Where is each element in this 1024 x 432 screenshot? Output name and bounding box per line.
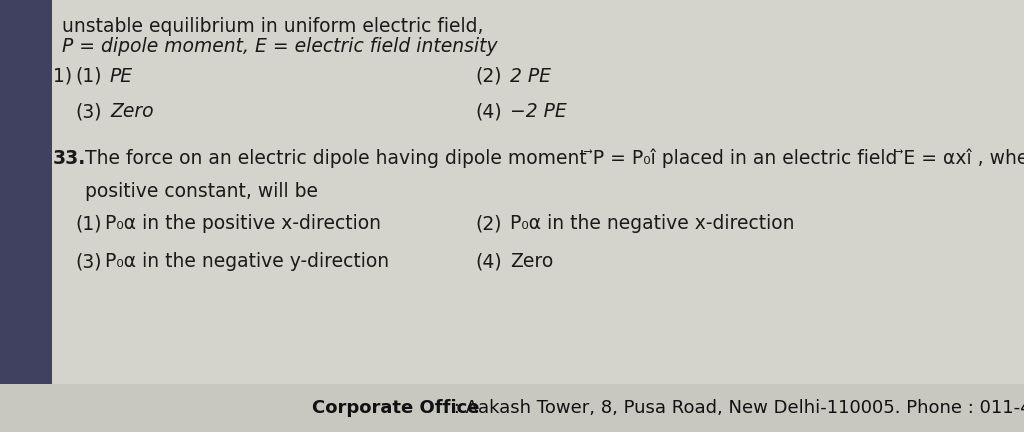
Text: −2 PE: −2 PE — [510, 102, 566, 121]
Text: (4): (4) — [475, 252, 502, 271]
Text: (1): (1) — [75, 67, 101, 86]
Text: 2 PE: 2 PE — [510, 67, 551, 86]
Text: (3): (3) — [75, 252, 101, 271]
Text: : Aakash Tower, 8, Pusa Road, New Delhi-110005. Phone : 011-47623456: : Aakash Tower, 8, Pusa Road, New Delhi-… — [449, 399, 1024, 417]
Text: (2): (2) — [475, 67, 502, 86]
Bar — [0, 384, 1024, 432]
Text: Zero: Zero — [110, 102, 154, 121]
Text: (4): (4) — [475, 102, 502, 121]
Text: PE: PE — [110, 67, 133, 86]
Text: (3): (3) — [75, 102, 101, 121]
Text: 1): 1) — [53, 67, 72, 86]
Text: The force on an electric dipole having dipole moment ⃗P = P₀î placed in an elect: The force on an electric dipole having d… — [85, 149, 1024, 168]
Text: (1): (1) — [75, 214, 101, 233]
Text: P₀α in the positive x-direction: P₀α in the positive x-direction — [105, 214, 381, 233]
Text: (2): (2) — [475, 214, 502, 233]
Text: positive constant, will be: positive constant, will be — [85, 182, 318, 201]
Text: P = dipole moment, E = electric field intensity: P = dipole moment, E = electric field in… — [62, 37, 498, 56]
Text: Zero: Zero — [510, 252, 553, 271]
Text: P₀α in the negative y-direction: P₀α in the negative y-direction — [105, 252, 389, 271]
Bar — [0, 0, 52, 432]
Text: Corporate Office: Corporate Office — [312, 399, 479, 417]
Text: 33.: 33. — [53, 149, 86, 168]
Text: P₀α in the negative x-direction: P₀α in the negative x-direction — [510, 214, 795, 233]
Text: unstable equilibrium in uniform electric field,: unstable equilibrium in uniform electric… — [62, 17, 483, 36]
